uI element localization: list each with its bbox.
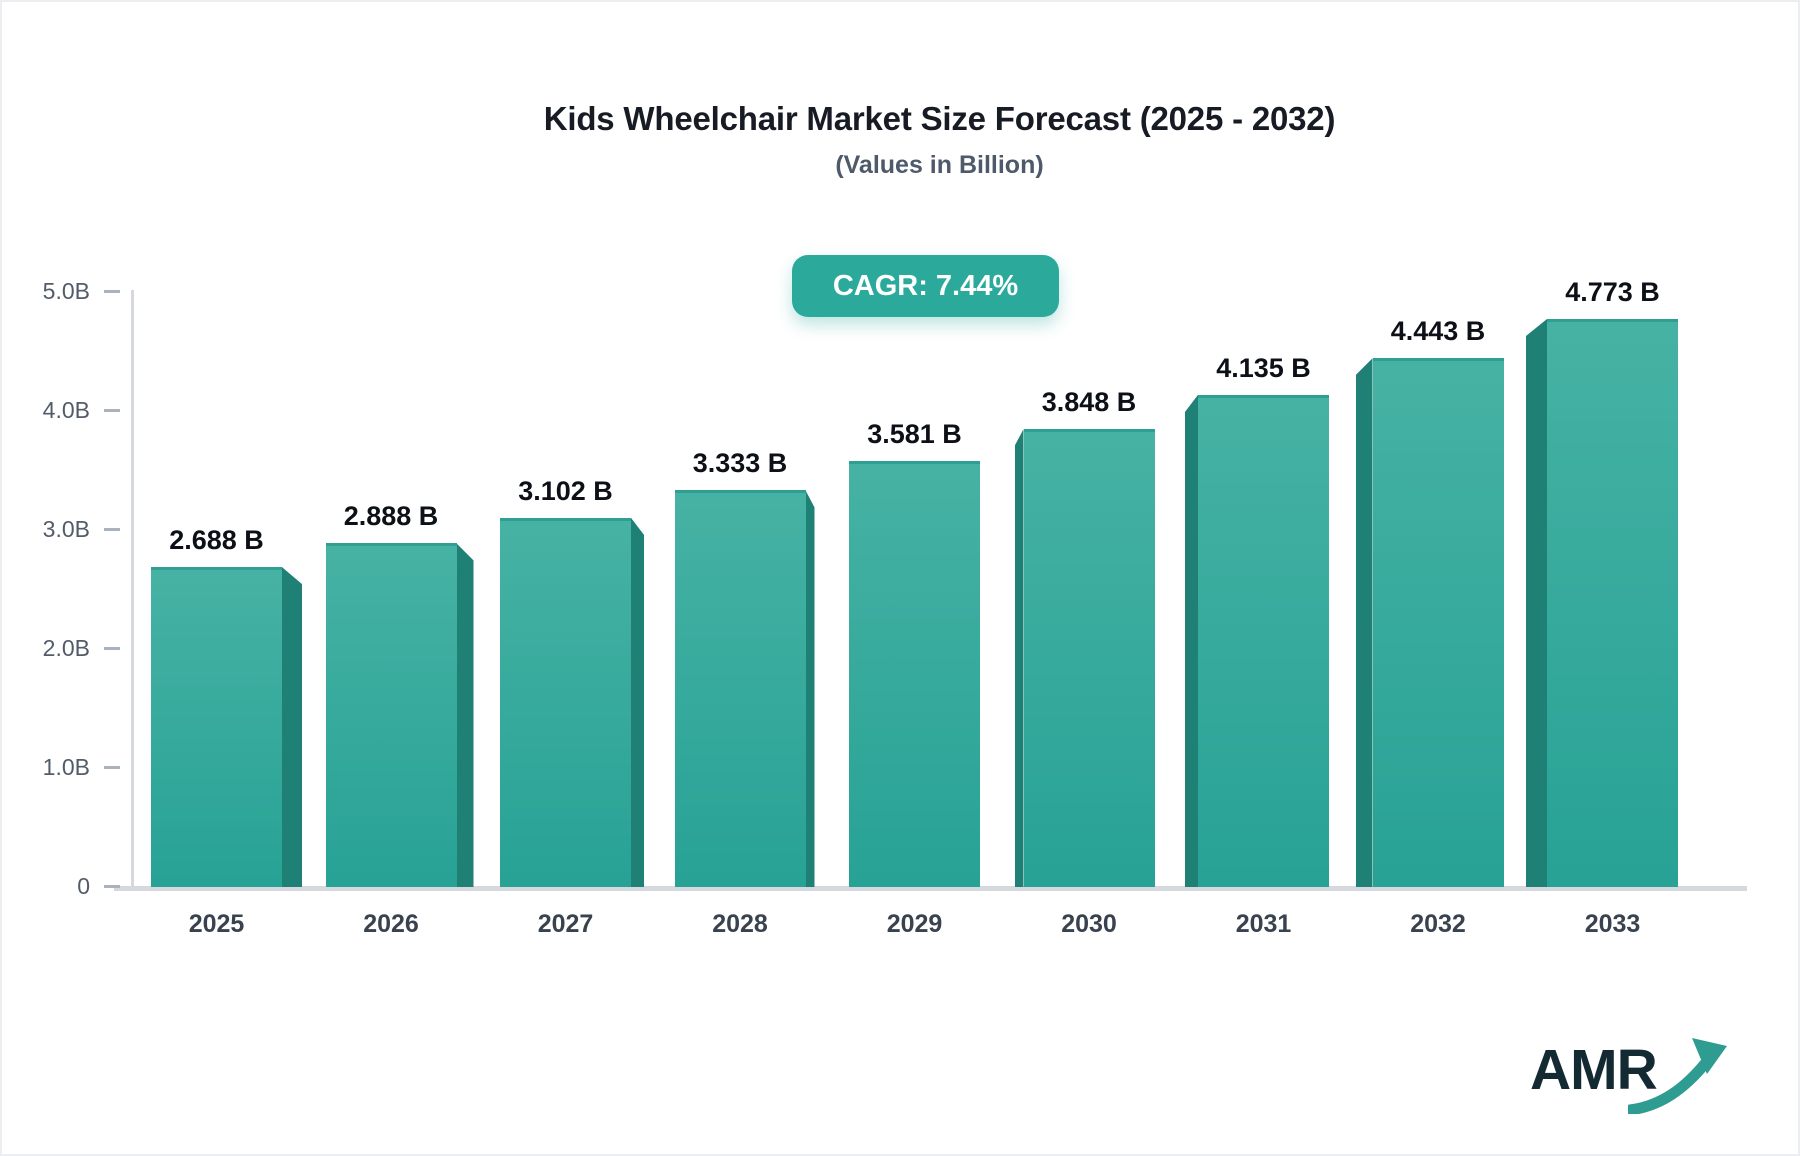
y-tick-mark [104, 885, 120, 888]
bar-2025 [151, 567, 282, 887]
bar-2029 [849, 460, 980, 887]
y-tick-label: 0 [77, 873, 90, 899]
bar-2028 [674, 490, 806, 887]
x-axis-label-2032: 2032 [1410, 910, 1466, 938]
y-tick-label: 3.0B [42, 516, 90, 542]
bar-3d-side [805, 490, 815, 887]
y-tick-mark [104, 290, 120, 293]
bar-3d-side [1014, 429, 1024, 887]
bar-value-label: 2.888 B [343, 501, 439, 532]
bar-value-label: 2.688 B [169, 525, 264, 556]
trend-up-arrow-icon [1628, 1038, 1727, 1114]
y-tick-label: 1.0B [42, 754, 90, 780]
y-tick-mark [104, 409, 120, 412]
y-tick-mark [104, 766, 120, 769]
y-tick-label: 5.0B [42, 278, 90, 304]
x-axis-label-2033: 2033 [1584, 910, 1641, 938]
bar-2027 [500, 517, 631, 887]
bar-2032 [1372, 358, 1504, 887]
bar-value-label: 4.773 B [1565, 277, 1660, 307]
chart-title: Kids Wheelchair Market Size Forecast (20… [543, 100, 1336, 137]
cagr-badge: CAGR: 7.44% [792, 255, 1059, 317]
bar-value-label: 4.135 B [1216, 352, 1311, 383]
x-axis-label-2026: 2026 [363, 910, 419, 938]
x-axis-label-2025: 2025 [188, 910, 245, 938]
bar-3d-side [456, 543, 474, 887]
y-tick-mark [104, 528, 120, 531]
x-axis-baseline [114, 886, 1747, 891]
bar-value-label: 4.443 B [1390, 316, 1486, 347]
bar-value-label: 3.581 B [867, 418, 962, 449]
bar-3d-side [1526, 319, 1547, 887]
bar-2026 [325, 543, 457, 887]
bar-3d-side [282, 567, 302, 887]
bar-value-label: 3.333 B [692, 448, 788, 479]
x-axis-label-2031: 2031 [1235, 910, 1292, 938]
amr-logo-text: AMR [1530, 1038, 1658, 1102]
y-tick-label: 2.0B [42, 635, 90, 661]
bar-value-label: 3.848 B [1041, 387, 1137, 418]
chart-subtitle: (Values in Billion) [835, 151, 1044, 179]
x-axis-label-2027: 2027 [537, 910, 594, 938]
x-axis-label-2030: 2030 [1061, 910, 1117, 938]
bar-3d-side [1355, 358, 1373, 887]
y-axis-line [131, 290, 134, 889]
y-tick-mark [104, 647, 120, 650]
bar-value-label: 3.102 B [518, 475, 613, 506]
bar-2030 [1023, 429, 1155, 887]
bar-3d-side [1185, 394, 1198, 887]
y-tick-label: 4.0B [42, 397, 90, 423]
x-axis-label-2028: 2028 [712, 910, 768, 938]
amr-logo: AMR [1530, 1036, 1727, 1116]
bar-3d-side [631, 517, 644, 887]
x-axis-label-2029: 2029 [886, 910, 943, 938]
bar-2031 [1198, 394, 1329, 887]
bar-2033 [1547, 319, 1678, 887]
